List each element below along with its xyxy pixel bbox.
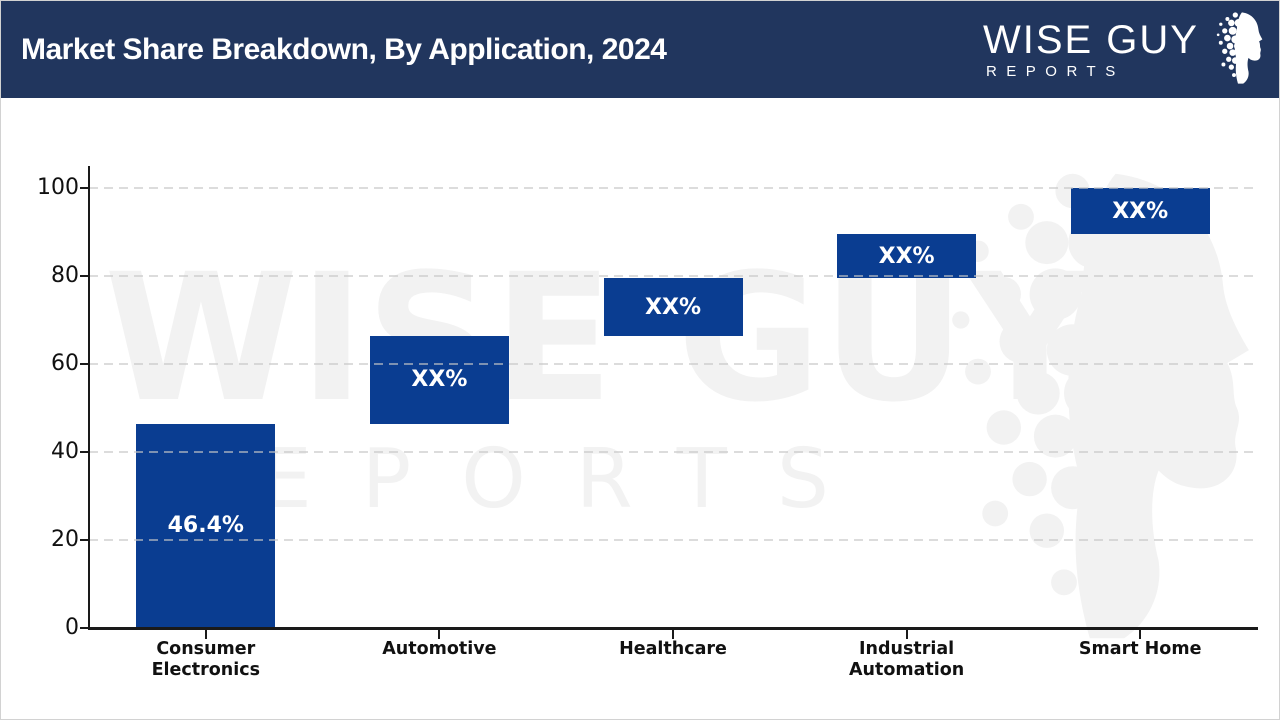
category-label-smart-home: Smart Home bbox=[1079, 639, 1202, 660]
x-tick-mark-industrial-automation bbox=[905, 630, 908, 639]
y-tick-label-60: 60 bbox=[51, 351, 79, 376]
gridline-60 bbox=[89, 363, 1257, 365]
category-label-line: Smart Home bbox=[1078, 639, 1202, 659]
x-tick-mark-healthcare bbox=[672, 630, 674, 639]
wiseguy-logo-text: WISE GUY REPORTS bbox=[983, 20, 1199, 80]
watermark-wiseguy-text: WISE GUY bbox=[104, 236, 1095, 441]
y-tick-label-80: 80 bbox=[51, 263, 79, 288]
category-label-line: Automation bbox=[848, 660, 965, 680]
category-label-line: Automotive bbox=[382, 639, 497, 659]
bar-automotive: XX% bbox=[369, 335, 509, 424]
bar-smart-home: XX% bbox=[1070, 188, 1210, 235]
category-label-automotive: Automotive bbox=[382, 639, 496, 660]
bar-value-label-smart-home: XX% bbox=[1112, 198, 1169, 224]
y-tick-label-20: 20 bbox=[51, 527, 79, 552]
category-label-consumer-electronics: Consumer Electronics bbox=[152, 639, 260, 681]
y-tick-mark-20 bbox=[80, 539, 89, 541]
wiseguy-logo-sub: REPORTS bbox=[985, 62, 1125, 80]
gridline-100 bbox=[89, 187, 1257, 189]
x-axis-spine bbox=[88, 627, 1258, 630]
y-tick-label-40: 40 bbox=[51, 439, 79, 464]
gridline-80 bbox=[89, 275, 1257, 277]
bar-consumer-electronics: 46.4% bbox=[136, 423, 276, 628]
category-label-line: Electronics bbox=[151, 660, 261, 680]
category-label-line: Healthcare bbox=[619, 639, 727, 659]
watermark-head-icon bbox=[849, 141, 1279, 675]
category-label-industrial-automation: Industrial Automation bbox=[849, 639, 964, 681]
bar-value-label-industrial-automation: XX% bbox=[878, 243, 935, 269]
category-label-line: Industrial bbox=[859, 639, 955, 659]
bar-healthcare: XX% bbox=[603, 278, 743, 336]
gridline-20 bbox=[89, 539, 1257, 541]
wiseguy-logo-name: WISE GUY bbox=[982, 17, 1199, 62]
category-label-line: Consumer bbox=[156, 639, 256, 659]
y-tick-label-100: 100 bbox=[37, 175, 79, 200]
x-tick-mark-consumer-electronics bbox=[204, 630, 207, 639]
bar-value-label-automotive: XX% bbox=[411, 367, 468, 393]
page-title: Market Share Breakdown, By Application, … bbox=[21, 32, 667, 66]
x-tick-mark-smart-home bbox=[1139, 630, 1142, 639]
wiseguy-logo: WISE GUY REPORTS bbox=[983, 7, 1279, 93]
x-tick-mark-automotive bbox=[438, 630, 441, 639]
y-tick-mark-60 bbox=[80, 363, 89, 365]
y-tick-label-0: 0 bbox=[65, 615, 79, 640]
wiseguy-head-icon bbox=[1201, 7, 1267, 93]
category-label-healthcare: Healthcare bbox=[619, 639, 727, 660]
y-tick-mark-40 bbox=[80, 451, 89, 453]
y-axis-spine bbox=[88, 166, 90, 629]
gridline-40 bbox=[89, 451, 1257, 453]
y-tick-mark-100 bbox=[80, 187, 89, 189]
bar-industrial-automation: XX% bbox=[837, 234, 977, 279]
y-tick-mark-80 bbox=[80, 275, 89, 277]
bar-value-label-healthcare: XX% bbox=[645, 294, 701, 320]
header-band: Market Share Breakdown, By Application, … bbox=[1, 1, 1279, 98]
bar-value-label-consumer-electronics: 46.4% bbox=[167, 513, 244, 539]
y-tick-mark-0 bbox=[80, 627, 89, 629]
